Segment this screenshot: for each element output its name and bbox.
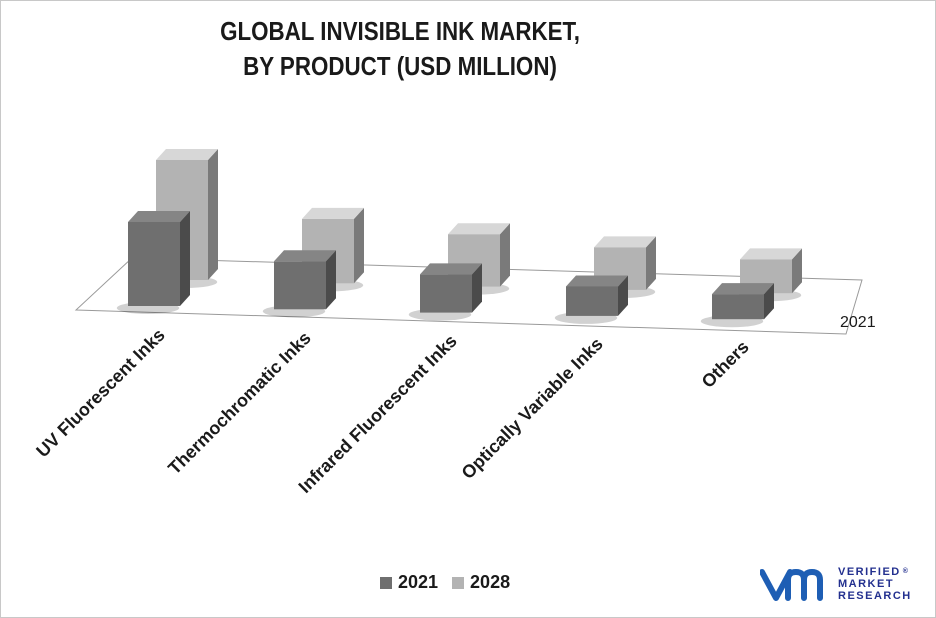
logo-wordmark: VERIFIED ® MARKET RESEARCH [838, 566, 912, 602]
bar-2021-5 [700, 283, 774, 328]
bar-2021-3-top [420, 263, 482, 275]
bar-2028-1-side [208, 149, 218, 280]
legend-item-2021: 2021 [380, 572, 438, 593]
category-label-5: Others [698, 337, 753, 392]
category-label-4: Optically Variable Inks [458, 334, 607, 483]
bar-2028-5-side [792, 248, 802, 294]
logo-line-market: MARKET [838, 578, 895, 590]
bar-2021-5-side [764, 283, 774, 320]
bar-2021-1-side [180, 211, 190, 306]
legend-label-2028: 2028 [470, 572, 511, 592]
bar-2028-4-top [594, 236, 656, 248]
bar-2021-2 [262, 250, 336, 318]
bar-2028-2-side [354, 207, 364, 284]
chart-title-line1: GLOBAL INVISIBLE INK MARKET, [220, 16, 580, 46]
bar-2021-4-front [566, 286, 618, 316]
bar-2021-1 [116, 211, 190, 314]
bar-2021-5-top [712, 283, 774, 295]
category-label-1: UV Fluorescent Inks [32, 325, 169, 462]
bar-2021-3 [408, 263, 482, 321]
bar-2021-4 [554, 275, 628, 324]
legend-swatch-2028 [452, 576, 465, 589]
category-label-2: Thermochromatic Inks [164, 328, 315, 479]
vmr-logo-icon [760, 569, 823, 601]
bar-2021-3-front [420, 274, 472, 313]
depth-axis-label: 2021 [840, 314, 876, 331]
registered-mark: ® [902, 568, 910, 575]
bar-2028-3-side [500, 223, 510, 287]
bar-2028-2-top [302, 207, 364, 219]
bar-2028-5-top [740, 248, 802, 260]
legend-swatch-2021 [380, 576, 392, 589]
chart-title: GLOBAL INVISIBLE INK MARKET, BY PRODUCT … [176, 14, 623, 84]
legend-item-2028: 2028 [452, 572, 510, 593]
legend: 2021 2028 [380, 572, 510, 593]
legend-label-2021: 2021 [398, 572, 439, 592]
bar-2028-3-top [448, 223, 510, 235]
bar-2021-2-front [274, 261, 326, 310]
bar-2028-1-top [156, 149, 218, 160]
logo-line-verified: VERIFIED [838, 566, 901, 578]
bar-2021-1-front [128, 222, 180, 306]
verified-market-research-logo: VERIFIED ® MARKET RESEARCH [760, 566, 912, 602]
bar-2028-4-side [646, 236, 656, 290]
bar-2021-1-top [128, 211, 190, 222]
bar-2021-4-side [618, 275, 628, 316]
logo-line-research: RESEARCH [838, 590, 912, 602]
bar-2021-4-top [566, 275, 628, 287]
category-label-3: Infrared Fluorescent Inks [295, 331, 461, 497]
bar-2021-3-side [472, 263, 482, 313]
chart-title-line2: BY PRODUCT (USD MILLION) [243, 51, 557, 81]
bar-2021-2-top [274, 250, 336, 262]
bar-2021-2-side [326, 250, 336, 310]
bar-2021-5-front [712, 294, 764, 320]
